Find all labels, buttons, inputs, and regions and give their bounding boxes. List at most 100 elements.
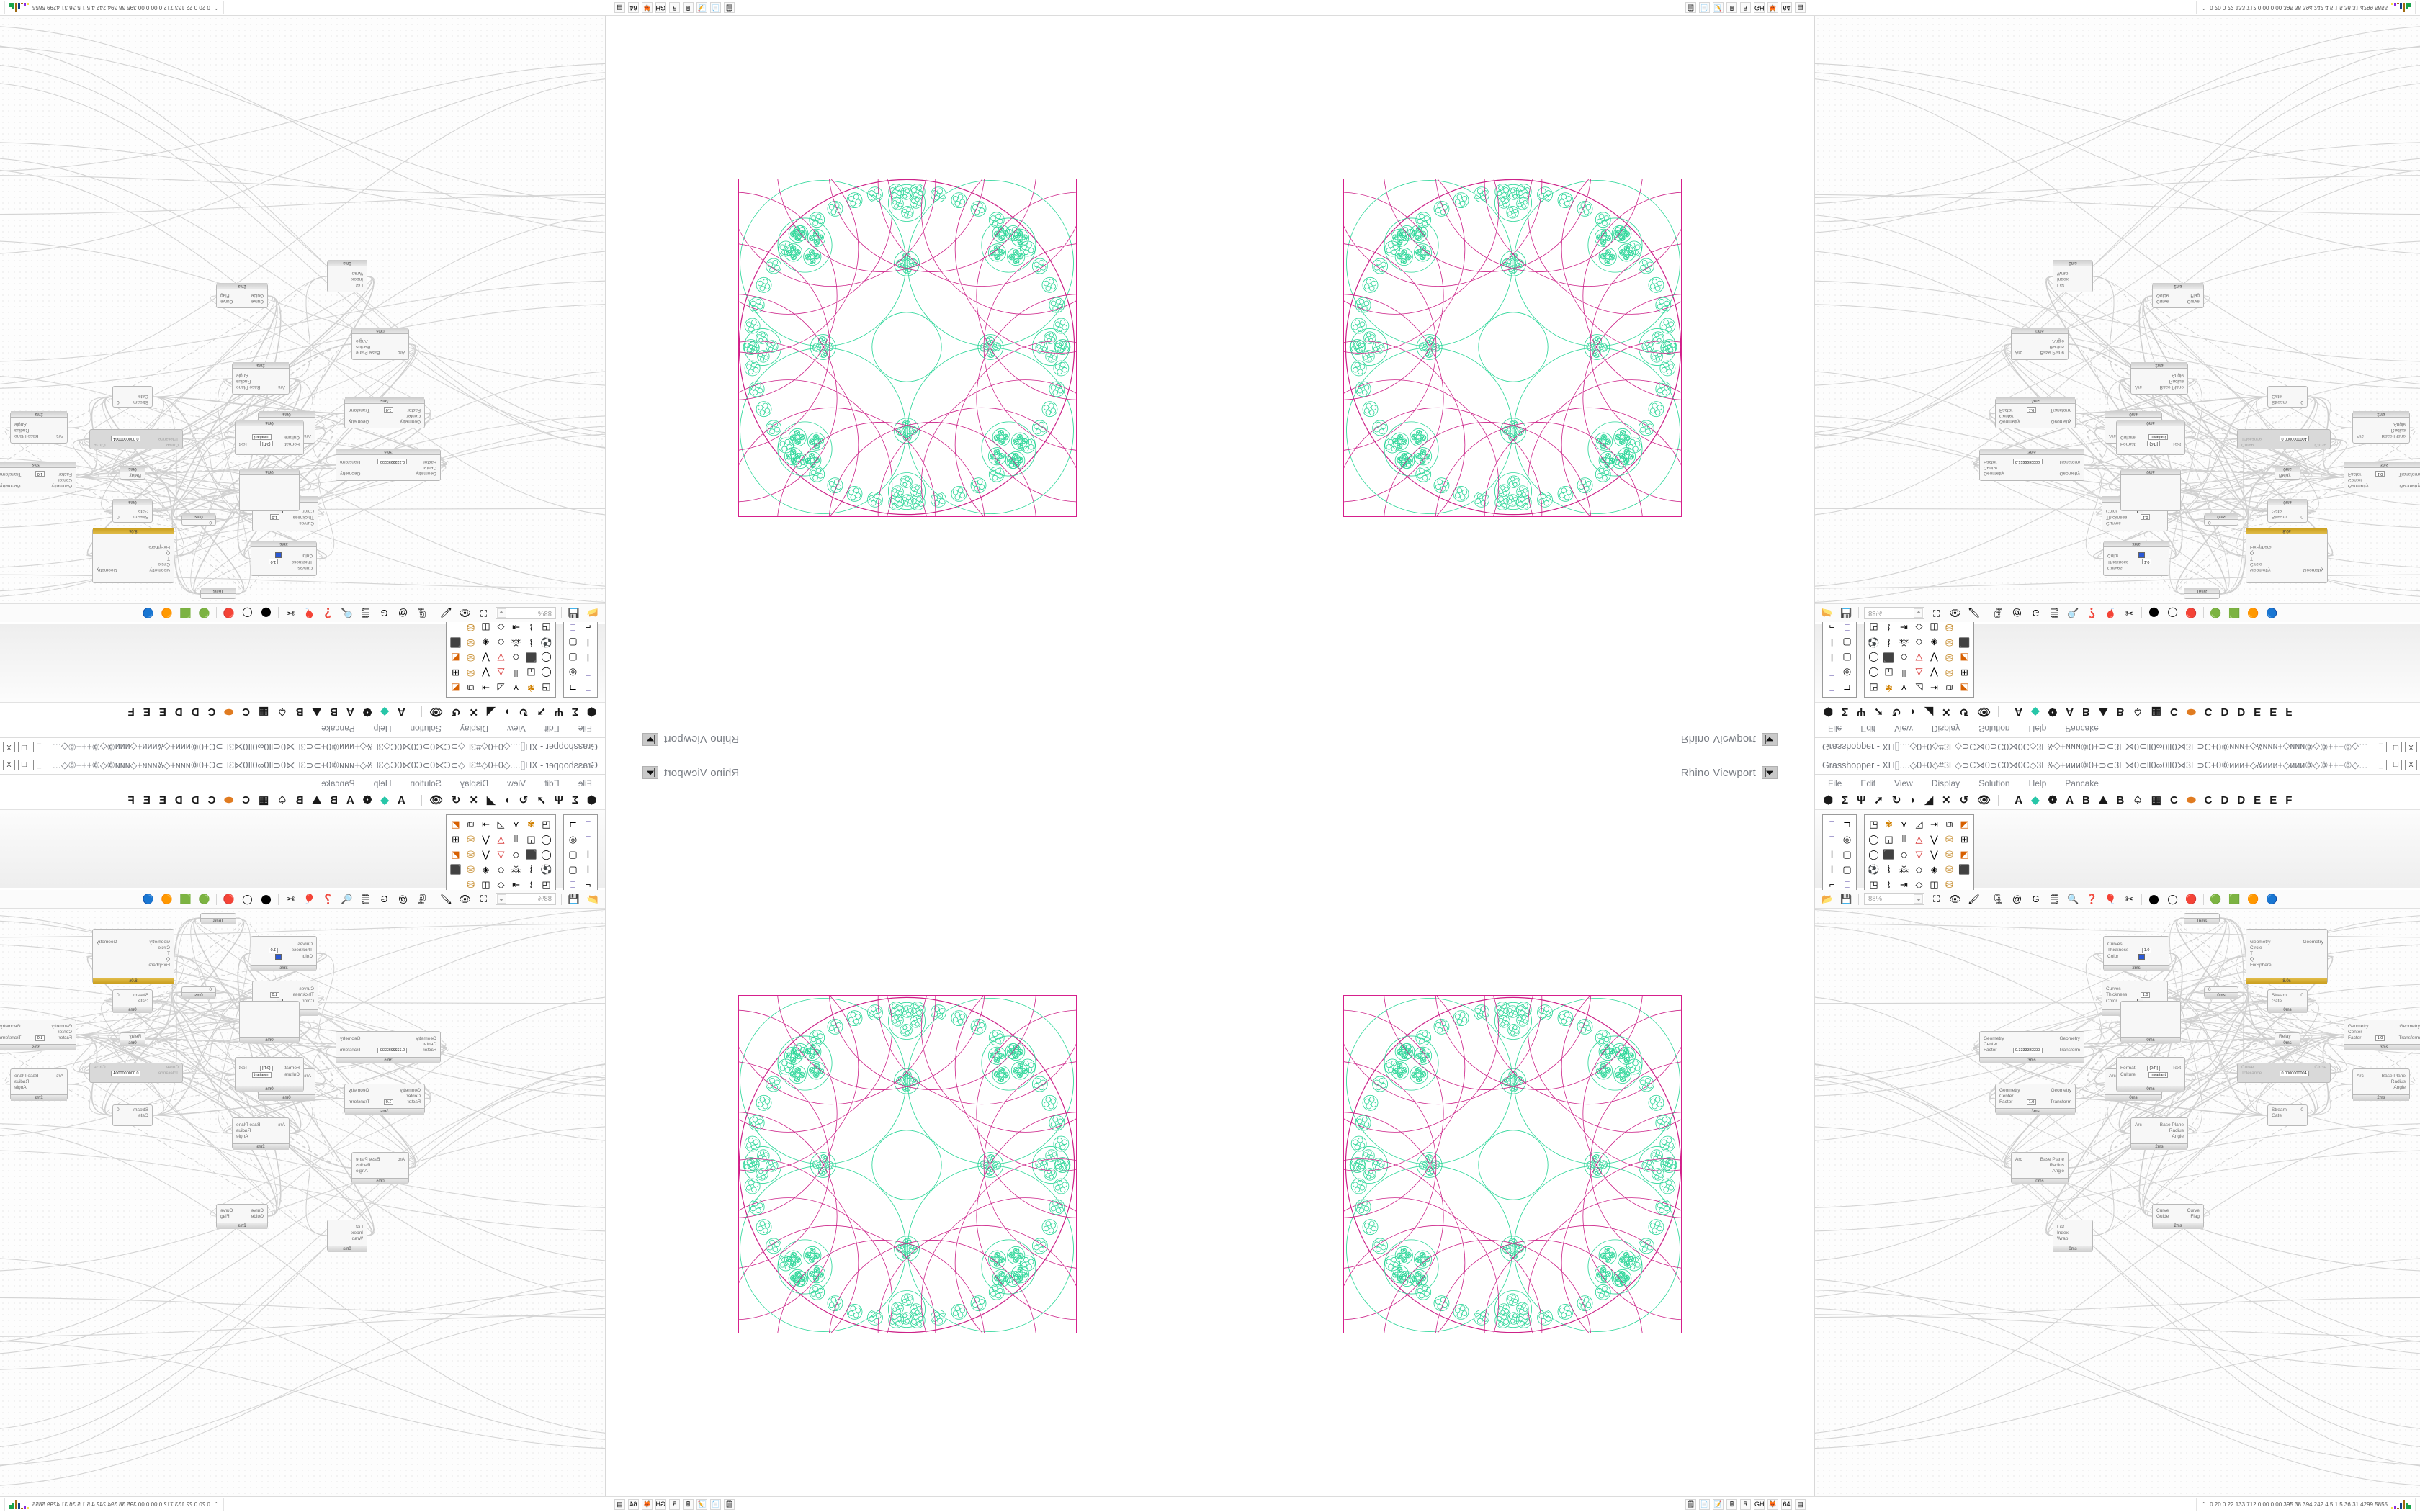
node-output-label[interactable]: Base Plane: [2381, 433, 2406, 438]
open-file-icon[interactable]: 📂: [1821, 894, 1834, 904]
grid-pts-icon[interactable]: ⊞: [452, 667, 460, 678]
lunchbox-icon[interactable]: ♤: [277, 706, 287, 718]
seq-arrow-icon[interactable]: ⇥: [1930, 819, 1938, 829]
node-value-field[interactable]: 1.0: [269, 992, 280, 998]
gh-node-list-item[interactable]: List Index Wrap 0ms: [327, 260, 367, 292]
close-button[interactable]: X: [3, 760, 15, 770]
node-input-label[interactable]: Tolerance: [2241, 436, 2262, 442]
gh-node-relay[interactable]: Relay 0ms: [120, 466, 145, 480]
menu-edit[interactable]: Edit: [544, 724, 560, 734]
sphere-grey-icon[interactable]: ⬤: [261, 894, 272, 904]
mesh-icon[interactable]: ◢: [486, 794, 496, 806]
node-input-label[interactable]: 0: [209, 987, 212, 992]
quad-pts-icon[interactable]: ◈: [482, 864, 490, 875]
unroll-red-icon[interactable]: ◩: [1960, 652, 1969, 663]
node-input-label[interactable]: Index: [351, 276, 363, 282]
gh-node-custom-preview[interactable]: Curves Thickness 1.0 Color 2ms: [2103, 936, 2169, 971]
sphere-white-icon[interactable]: ◯: [242, 608, 253, 618]
gh-node-fix-sphere[interactable]: Geometry Geometry Circle T Q FixSphere 8.0s: [2246, 528, 2328, 583]
square-tube-icon[interactable]: ▢: [1842, 864, 1852, 875]
node-output-label[interactable]: Radius: [236, 1128, 251, 1133]
plane-tool-icon[interactable]: ◱: [526, 667, 536, 678]
node-input-label[interactable]: Center: [406, 1093, 421, 1099]
node-value-field[interactable]: 1.0: [35, 1035, 45, 1041]
gha-icon[interactable]: G: [2032, 608, 2040, 618]
c-channel-icon[interactable]: ⊐: [569, 683, 577, 693]
node-output-label[interactable]: Transform: [0, 472, 22, 477]
node-input-label[interactable]: Color: [302, 999, 314, 1004]
chevron-down-icon[interactable]: [1762, 766, 1778, 779]
node-output-label[interactable]: Text: [2172, 441, 2181, 446]
node-input-label[interactable]: Relay: [129, 473, 141, 478]
node-value-field[interactable]: 0.3333333333: [377, 459, 408, 465]
i-beam-icon[interactable]: Ⅰ: [586, 637, 590, 648]
maths-icon[interactable]: Σ: [571, 706, 578, 718]
system-tray-stats[interactable]: ⌃ 0.20 0.22 133 712 0.00 0.00 395 38 394…: [2196, 1, 2416, 14]
node-input-label[interactable]: Center: [1984, 1041, 1998, 1047]
c-channel-icon[interactable]: ⊐: [1843, 819, 1851, 829]
node-input-label[interactable]: Factor: [1984, 1047, 1997, 1053]
kangaroo-icon[interactable]: ◆: [380, 794, 389, 806]
taskbar-grasshopper-icon[interactable]: GH: [1754, 2, 1765, 13]
menu-display[interactable]: Display: [1931, 724, 1960, 734]
gha-icon[interactable]: G: [380, 608, 388, 618]
taskbar-disk-icon[interactable]: 64: [628, 2, 639, 13]
seq-arrow-icon[interactable]: ⇥: [512, 622, 520, 633]
node-output-label[interactable]: Transform: [349, 1099, 370, 1104]
rhino-canvas[interactable]: [1210, 0, 1814, 724]
bake-icon[interactable]: 🖌: [1968, 894, 1980, 904]
node-input-label[interactable]: Geometry: [416, 1035, 436, 1041]
grid-icon[interactable]: ▦: [2151, 706, 2161, 718]
i-beam-icon[interactable]: Ⅰ: [1830, 864, 1834, 875]
save-file-icon[interactable]: 💾: [1840, 608, 1852, 618]
A[interactable]: A: [2015, 794, 2023, 806]
balloon-icon[interactable]: 🎈: [2105, 894, 2117, 904]
node-input-label[interactable]: Thickness: [2106, 515, 2128, 520]
taskbar-terminal-icon[interactable]: ▤: [1795, 2, 1806, 13]
ring-icon[interactable]: ◯: [1868, 849, 1879, 860]
node-value-field[interactable]: 0.3333333333: [2012, 1047, 2043, 1053]
taskbar-grasshopper-icon[interactable]: GH: [655, 1499, 666, 1510]
node-input-label[interactable]: Arc: [2109, 433, 2116, 438]
component-ribbon[interactable]: ⌶⊐⌶◎Ⅰ▢Ⅰ▢⌐⌶◎▫ Profiles ◳✾⋎◿⇥⧉◩◯◱⦀△⋁⛁⊞◯⬛◇▽…: [1815, 809, 2420, 918]
node-input-label[interactable]: Geometry: [1999, 419, 2020, 425]
C-orange[interactable]: ⬬: [224, 794, 234, 806]
node-input-label[interactable]: Arc: [278, 1122, 285, 1128]
D[interactable]: D: [2237, 794, 2246, 806]
angle-icon[interactable]: ⌐: [585, 622, 591, 633]
quad-icon[interactable]: ◇: [1900, 849, 1908, 860]
i-beam-icon[interactable]: Ⅰ: [1830, 849, 1834, 860]
B[interactable]: B: [2116, 794, 2125, 806]
brep-icon[interactable]: ◳: [1869, 622, 1878, 633]
node-value-field[interactable]: 1.0: [269, 514, 280, 520]
node-input-label[interactable]: Center: [58, 1029, 72, 1035]
unroll-red-icon[interactable]: ◩: [451, 819, 460, 829]
node-input-label[interactable]: Arc: [398, 350, 405, 355]
save-file-icon[interactable]: 💾: [568, 608, 580, 618]
cube-blue-icon[interactable]: ⬛: [1958, 637, 1971, 648]
node-output-label[interactable]: Transform: [2058, 1047, 2080, 1053]
menu-solution[interactable]: Solution: [410, 778, 442, 788]
plane-tool-icon[interactable]: ◱: [1884, 667, 1894, 678]
node-input-label[interactable]: Culture: [2120, 435, 2136, 440]
curve-node-icon[interactable]: ⌇: [1886, 637, 1891, 648]
node-input-label[interactable]: Curve: [2156, 299, 2169, 304]
node-input-label[interactable]: Geometry: [149, 567, 170, 572]
node-value-field[interactable]: 1.0: [2141, 559, 2152, 564]
surface-icon[interactable]: ◗: [503, 794, 511, 806]
node-value-field-2[interactable]: Invariant: [251, 1072, 272, 1078]
menu-solution[interactable]: Solution: [1978, 778, 2010, 788]
i-beam-dim-icon[interactable]: ⌶: [585, 683, 591, 693]
profiler-icon[interactable]: 🗜: [416, 608, 428, 618]
minimize-button[interactable]: _: [33, 742, 45, 752]
truss-icon[interactable]: ⋁: [482, 652, 490, 663]
drum-icon[interactable]: ⛁: [1945, 652, 1953, 663]
weaverbird-icon[interactable]: ❁: [362, 794, 372, 806]
branch-icon[interactable]: ⋎: [512, 819, 520, 829]
curve-node-icon[interactable]: ⌇: [1886, 622, 1891, 633]
taskbar-notepad3-icon[interactable]: 📝: [1713, 2, 1724, 13]
gh-node-panel[interactable]: 0ms: [239, 1001, 300, 1043]
node-output-label[interactable]: Geometry: [2303, 567, 2323, 572]
B[interactable]: B: [2082, 794, 2090, 806]
